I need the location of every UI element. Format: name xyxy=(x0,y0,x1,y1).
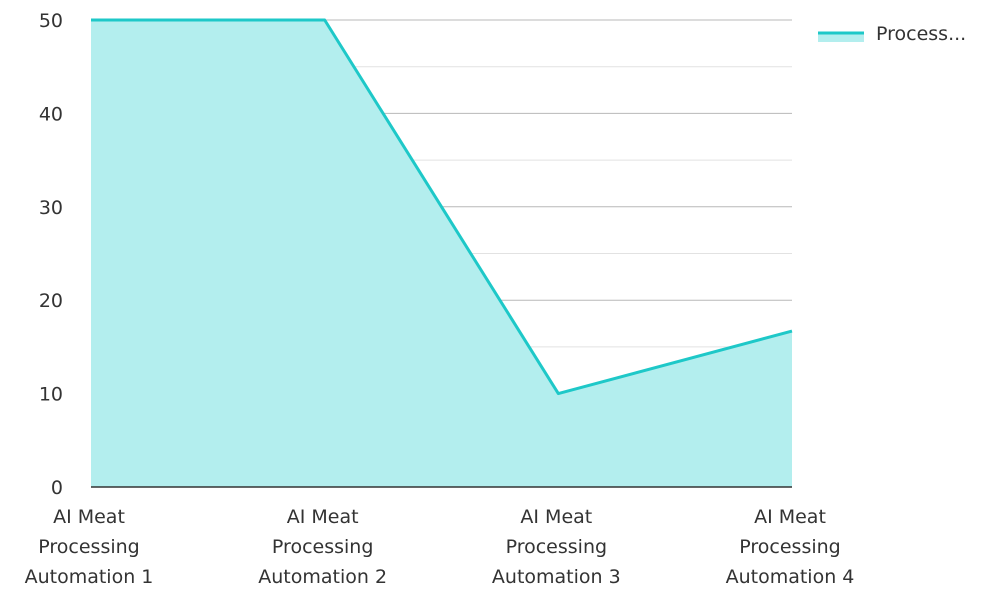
legend[interactable]: Process... xyxy=(818,23,966,45)
y-axis-tick-labels: 0 10 20 30 40 50 xyxy=(39,10,63,499)
y-tick-label: 10 xyxy=(39,384,63,406)
x-tick-label-line: Processing xyxy=(272,536,373,558)
x-tick-label: AI Meat Processing Automation 4 xyxy=(726,506,855,588)
x-tick-label-line: AI Meat xyxy=(754,506,826,528)
y-tick-label: 20 xyxy=(39,290,63,312)
x-tick-label-line: Automation 3 xyxy=(492,566,621,588)
x-tick-label-line: Processing xyxy=(506,536,607,558)
y-tick-label: 50 xyxy=(39,10,63,32)
x-tick-label: AI Meat Processing Automation 1 xyxy=(25,506,154,588)
x-tick-label-line: Automation 2 xyxy=(258,566,387,588)
x-tick-label-line: Processing xyxy=(739,536,840,558)
x-tick-label-line: AI Meat xyxy=(53,506,125,528)
y-tick-label: 0 xyxy=(51,477,63,499)
x-tick-label-line: Processing xyxy=(38,536,139,558)
legend-label: Process... xyxy=(876,23,966,45)
x-tick-label-line: AI Meat xyxy=(520,506,592,528)
y-tick-label: 30 xyxy=(39,197,63,219)
series-line xyxy=(91,18,793,396)
x-tick-label-line: Automation 1 xyxy=(25,566,154,588)
legend-item[interactable]: Process... xyxy=(818,23,966,45)
series-area-fill xyxy=(91,20,792,487)
legend-swatch-fill xyxy=(818,33,864,42)
y-tick-label: 40 xyxy=(39,103,63,125)
x-axis-tick-labels: AI Meat Processing Automation 1 AI Meat Proc… xyxy=(25,506,855,588)
x-tick-label-line: AI Meat xyxy=(287,506,359,528)
series-area xyxy=(91,18,793,487)
x-tick-label: AI Meat Processing Automation 3 xyxy=(492,506,621,588)
x-tick-label: AI Meat Processing Automation 2 xyxy=(258,506,387,588)
x-tick-label-line: Automation 4 xyxy=(726,566,855,588)
